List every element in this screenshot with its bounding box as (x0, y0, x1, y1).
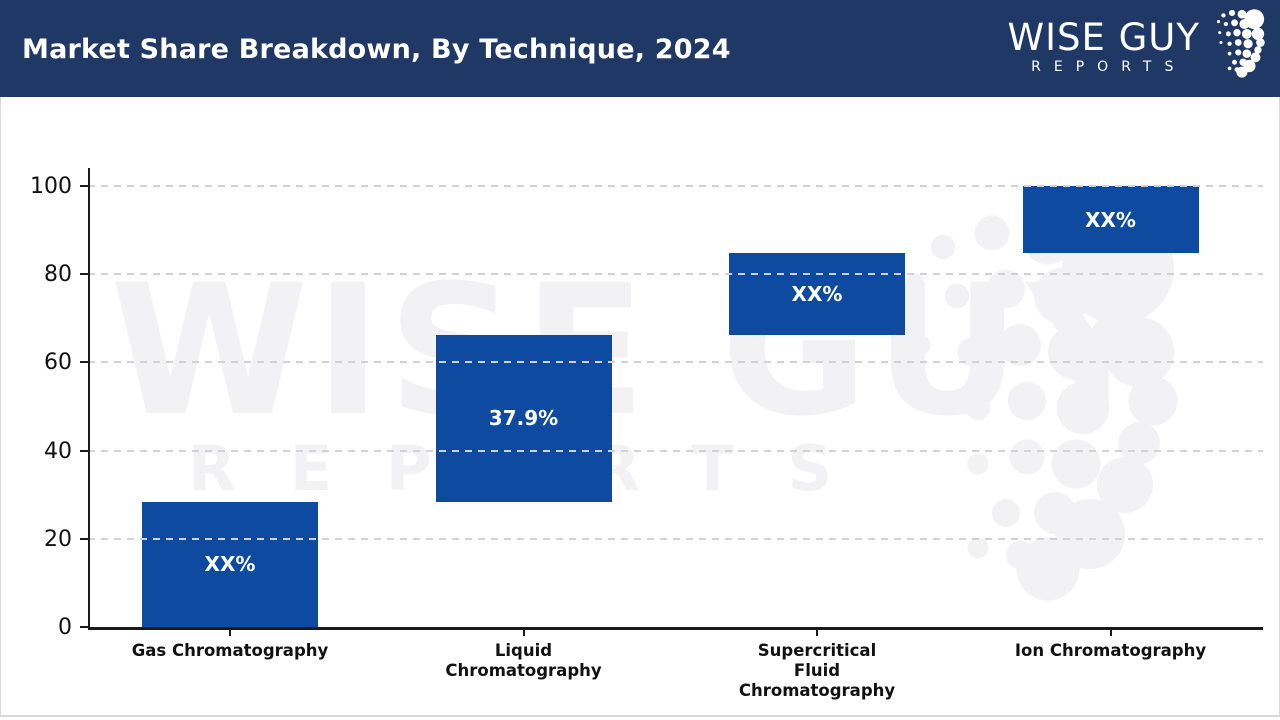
brand-logo: WISE GUY REPORTS (1008, 8, 1268, 86)
x-axis-category-line: Liquid (494, 641, 553, 660)
watermark-head-icon (845, 205, 1195, 629)
y-axis-tick (80, 537, 88, 540)
header-bar: Market Share Breakdown, By Technique, 20… (0, 0, 1280, 97)
x-axis-tick (229, 629, 231, 636)
y-axis-tick-label: 100 (30, 174, 72, 199)
y-axis-tick (80, 449, 88, 452)
x-axis-line (88, 627, 1263, 630)
x-axis-category-line: Fluid (793, 661, 841, 680)
x-axis-category-line: Chromatography (738, 681, 896, 700)
gridline (88, 361, 1263, 364)
gridline (88, 185, 1263, 187)
y-axis-tick (80, 626, 88, 628)
x-axis-category-line: Supercritical (757, 641, 877, 660)
y-axis-tick-label: 80 (44, 262, 72, 288)
x-axis-category-label: Supercritical Fluid Chromatography (687, 641, 947, 701)
x-axis-category-line: Ion Chromatography (1014, 641, 1207, 660)
brand-head-icon (1206, 8, 1268, 86)
y-axis-tick-label: 0 (58, 615, 72, 640)
x-axis-tick (816, 629, 818, 636)
x-axis-category-label: Ion Chromatography (981, 641, 1241, 661)
gridline (88, 537, 1263, 540)
x-axis-tick (1109, 629, 1112, 636)
brand-subname: REPORTS (1031, 58, 1187, 75)
bar-value-label: 37.9% (488, 406, 559, 431)
y-axis-tick (80, 185, 88, 187)
gridline (88, 273, 1263, 276)
x-axis-tick (522, 629, 525, 636)
bar-segment: 37.9% (435, 334, 612, 502)
brand-logo-text: WISE GUY REPORTS (1007, 16, 1200, 75)
bar-segment: XX% (1022, 186, 1199, 254)
bar-value-label: XX% (791, 282, 843, 307)
bottom-border (0, 715, 1280, 717)
y-axis-line (88, 168, 90, 629)
y-axis-tick-label: 40 (44, 438, 72, 464)
y-axis-tick-label: 20 (44, 526, 72, 552)
bar-segment: XX% (142, 501, 318, 627)
x-axis-category-line: Chromatography (445, 661, 602, 680)
x-axis-category-line: Gas Chromatography (131, 641, 329, 660)
chart-title: Market Share Breakdown, By Technique, 20… (22, 34, 731, 65)
x-axis-category-label: Gas Chromatography (100, 641, 360, 661)
x-axis-category-label: Liquid Chromatography (394, 641, 654, 681)
bar-value-label: XX% (1085, 207, 1136, 232)
left-border (0, 97, 1, 717)
bar-value-label: XX% (204, 552, 256, 577)
y-axis-tick (80, 273, 88, 276)
gridline (88, 449, 1263, 452)
y-axis-tick-label: 60 (44, 350, 72, 376)
y-axis-tick (80, 361, 88, 364)
brand-name: WISE GUY (1007, 16, 1200, 60)
bar-segment: XX% (729, 253, 905, 335)
